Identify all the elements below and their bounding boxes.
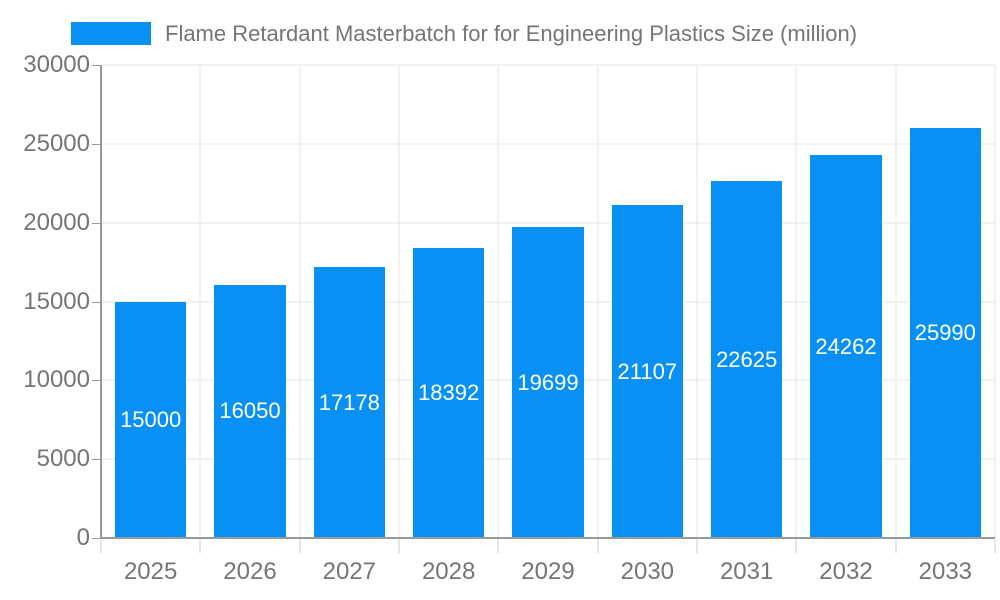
v-gridline [994,65,996,538]
y-tick [92,538,101,539]
x-tick-label-2026: 2026 [223,558,277,585]
v-gridline [895,65,897,538]
v-gridline [199,65,201,538]
y-tick [92,65,101,66]
x-axis-ticks [100,539,996,553]
v-gridline [597,65,599,538]
x-tick [497,539,499,553]
bar-value-label: 15000 [120,406,182,432]
x-axis-line [100,537,995,539]
x-tick-label-2030: 2030 [620,558,675,585]
x-axis-labels: 2025 2026 2027 2028 2029 2030 2031 2032 2033 [101,558,995,588]
bar-value-label: 18392 [418,380,480,406]
x-tick [299,539,301,553]
bar-2029[interactable]: 19699 [512,227,584,538]
legend-label: Flame Retardant Masterbatch for for Engi… [165,20,858,46]
x-tick [795,539,797,553]
v-gridline [795,65,797,538]
y-tick-label: 30000 [23,51,90,78]
v-gridline [398,65,400,538]
y-tick-label: 25000 [23,129,90,157]
x-tick [696,539,698,553]
bar-value-label: 17178 [318,389,380,415]
h-gridline [101,64,995,66]
x-tick [100,539,102,553]
y-tick-label: 10000 [23,366,90,394]
v-gridline [696,65,698,538]
bar-value-label: 24262 [815,333,877,359]
bar-value-label: 21107 [617,358,678,384]
x-tick [199,539,201,553]
plot-area: 15000 16050 17178 18392 19699 21107 22625 24262… [101,64,996,538]
y-tick [92,301,101,303]
x-tick-label-2028: 2028 [421,558,476,585]
bar-2028[interactable]: 18392 [412,248,485,538]
bar-2031[interactable]: 22625 [710,181,783,538]
bar-2030[interactable]: 21107 [611,205,684,538]
x-tick [597,539,599,553]
v-gridline [497,65,499,538]
y-tick-label: 20000 [23,208,90,236]
y-tick-label: 15000 [23,287,90,315]
bar-value-label: 22625 [716,346,778,372]
y-axis-line [100,65,102,539]
y-tick [92,143,101,145]
h-gridline [101,143,995,145]
x-tick [895,539,897,553]
y-tick-label: 0 [76,524,90,551]
x-tick-label-2032: 2032 [819,558,873,585]
bar-value-label: 19699 [517,369,579,395]
x-tick-label-2027: 2027 [322,558,377,585]
y-axis-labels: 0 5000 10000 15000 20000 25000 30000 [0,51,90,551]
bar-2026[interactable]: 16050 [214,284,286,538]
x-tick-label-2031: 2031 [719,558,774,585]
x-tick-label-2025: 2025 [123,558,178,585]
bar-value-label: 25990 [914,320,976,346]
bar-2032[interactable]: 24262 [810,155,882,538]
x-tick [994,539,996,553]
y-tick [92,222,101,224]
h-gridline [101,222,995,224]
bar-value-label: 16050 [219,398,281,424]
bar-2027[interactable]: 17178 [313,267,386,538]
bar-2033[interactable]: 25990 [909,128,982,538]
y-tick-label: 5000 [36,445,90,473]
y-tick [92,459,101,461]
x-tick-label-2029: 2029 [521,558,575,585]
bar-2025[interactable]: 15000 [114,301,187,538]
y-tick [92,380,101,382]
legend-item[interactable]: Flame Retardant Masterbatch for for Engi… [71,20,858,46]
x-tick-label-2033: 2033 [918,558,973,585]
v-gridline [299,65,301,538]
legend-swatch [71,22,151,45]
x-tick [398,539,400,553]
